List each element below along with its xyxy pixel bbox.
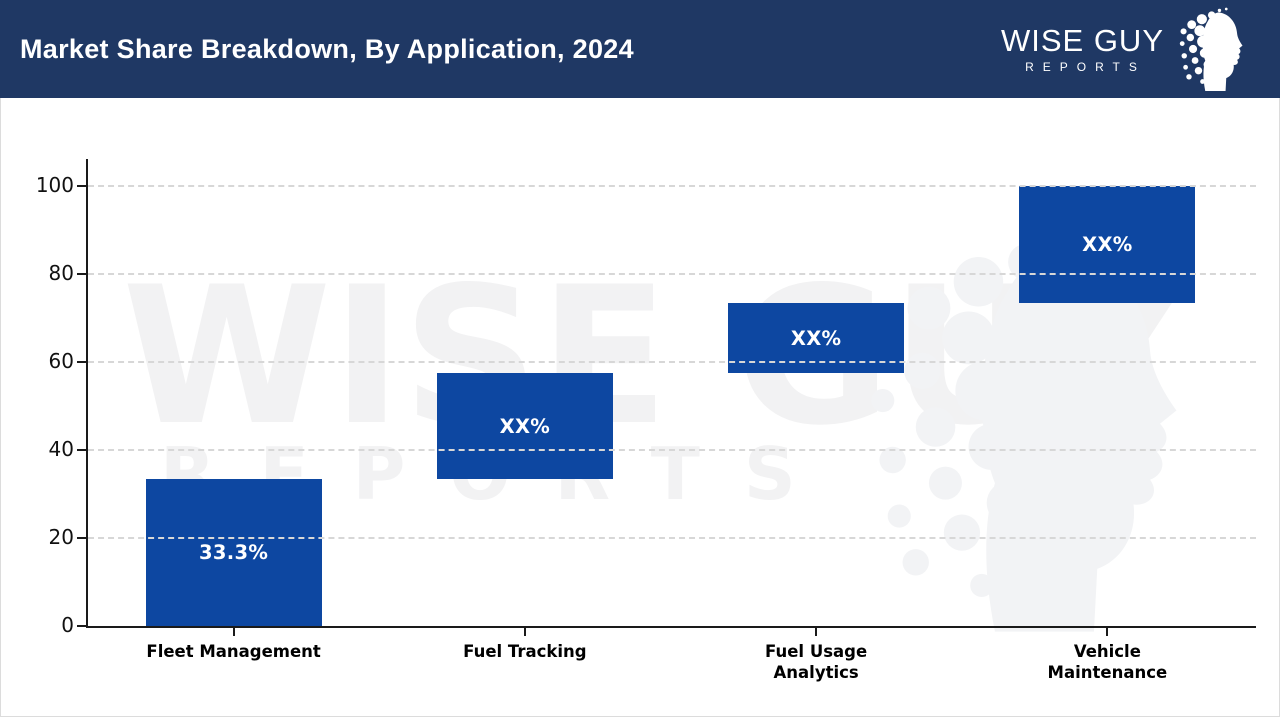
gridline-20 xyxy=(88,537,1256,539)
gridline-40 xyxy=(88,449,1256,451)
y-tick-label: 20 xyxy=(48,525,74,550)
x-tick-mark xyxy=(232,628,235,636)
y-tick-label: 0 xyxy=(61,613,74,638)
x-category-label: Vehicle Maintenance xyxy=(1047,642,1168,683)
wiseguy-logo-line1: WISE GUY xyxy=(1000,22,1164,58)
y-tick-mark xyxy=(77,449,86,451)
wiseguy-logo-line2: REPORTS xyxy=(1025,59,1146,74)
wiseguy-logo: WISE GUY REPORTS xyxy=(1001,7,1254,91)
y-tick-label: 80 xyxy=(48,261,74,286)
chart-title: Market Share Breakdown, By Application, … xyxy=(20,33,634,64)
gridline-100 xyxy=(88,185,1256,187)
x-category-label: Fuel Tracking xyxy=(463,642,587,661)
y-tick-mark xyxy=(77,625,86,627)
gridline-80 xyxy=(88,273,1256,275)
x-tick-mark xyxy=(523,628,526,636)
wiseguy-head-icon xyxy=(1179,7,1243,91)
x-tick-mark xyxy=(1106,628,1109,636)
x-category-label: Fuel Usage Analytics xyxy=(765,642,868,683)
wiseguy-logo-text: WISE GUY REPORTS xyxy=(1001,25,1164,74)
y-tick-mark xyxy=(77,273,86,275)
y-tick-label: 100 xyxy=(35,173,74,198)
y-axis-spine xyxy=(86,159,88,628)
bar-value-label: XX% xyxy=(1082,233,1133,257)
gridline-60 xyxy=(88,361,1256,363)
y-tick-mark xyxy=(77,185,86,187)
bar-value-label: XX% xyxy=(499,414,551,438)
bar-fuel-tracking: XX% xyxy=(436,373,613,480)
y-tick-label: 60 xyxy=(48,349,74,374)
bar-fleet-management: 33.3% xyxy=(145,479,322,626)
x-category-label: Fleet Management xyxy=(146,642,321,661)
header-bar: Market Share Breakdown, By Application, … xyxy=(0,0,1280,98)
x-axis-spine xyxy=(86,626,1256,628)
x-tick-mark xyxy=(815,628,818,636)
y-tick-label: 40 xyxy=(48,437,74,462)
bar-vehicle-maintenance: XX% xyxy=(1019,186,1196,304)
y-tick-mark xyxy=(77,361,86,363)
bar-value-label: XX% xyxy=(790,326,842,350)
bar-value-label: 33.3% xyxy=(199,541,269,565)
y-tick-mark xyxy=(77,537,86,539)
